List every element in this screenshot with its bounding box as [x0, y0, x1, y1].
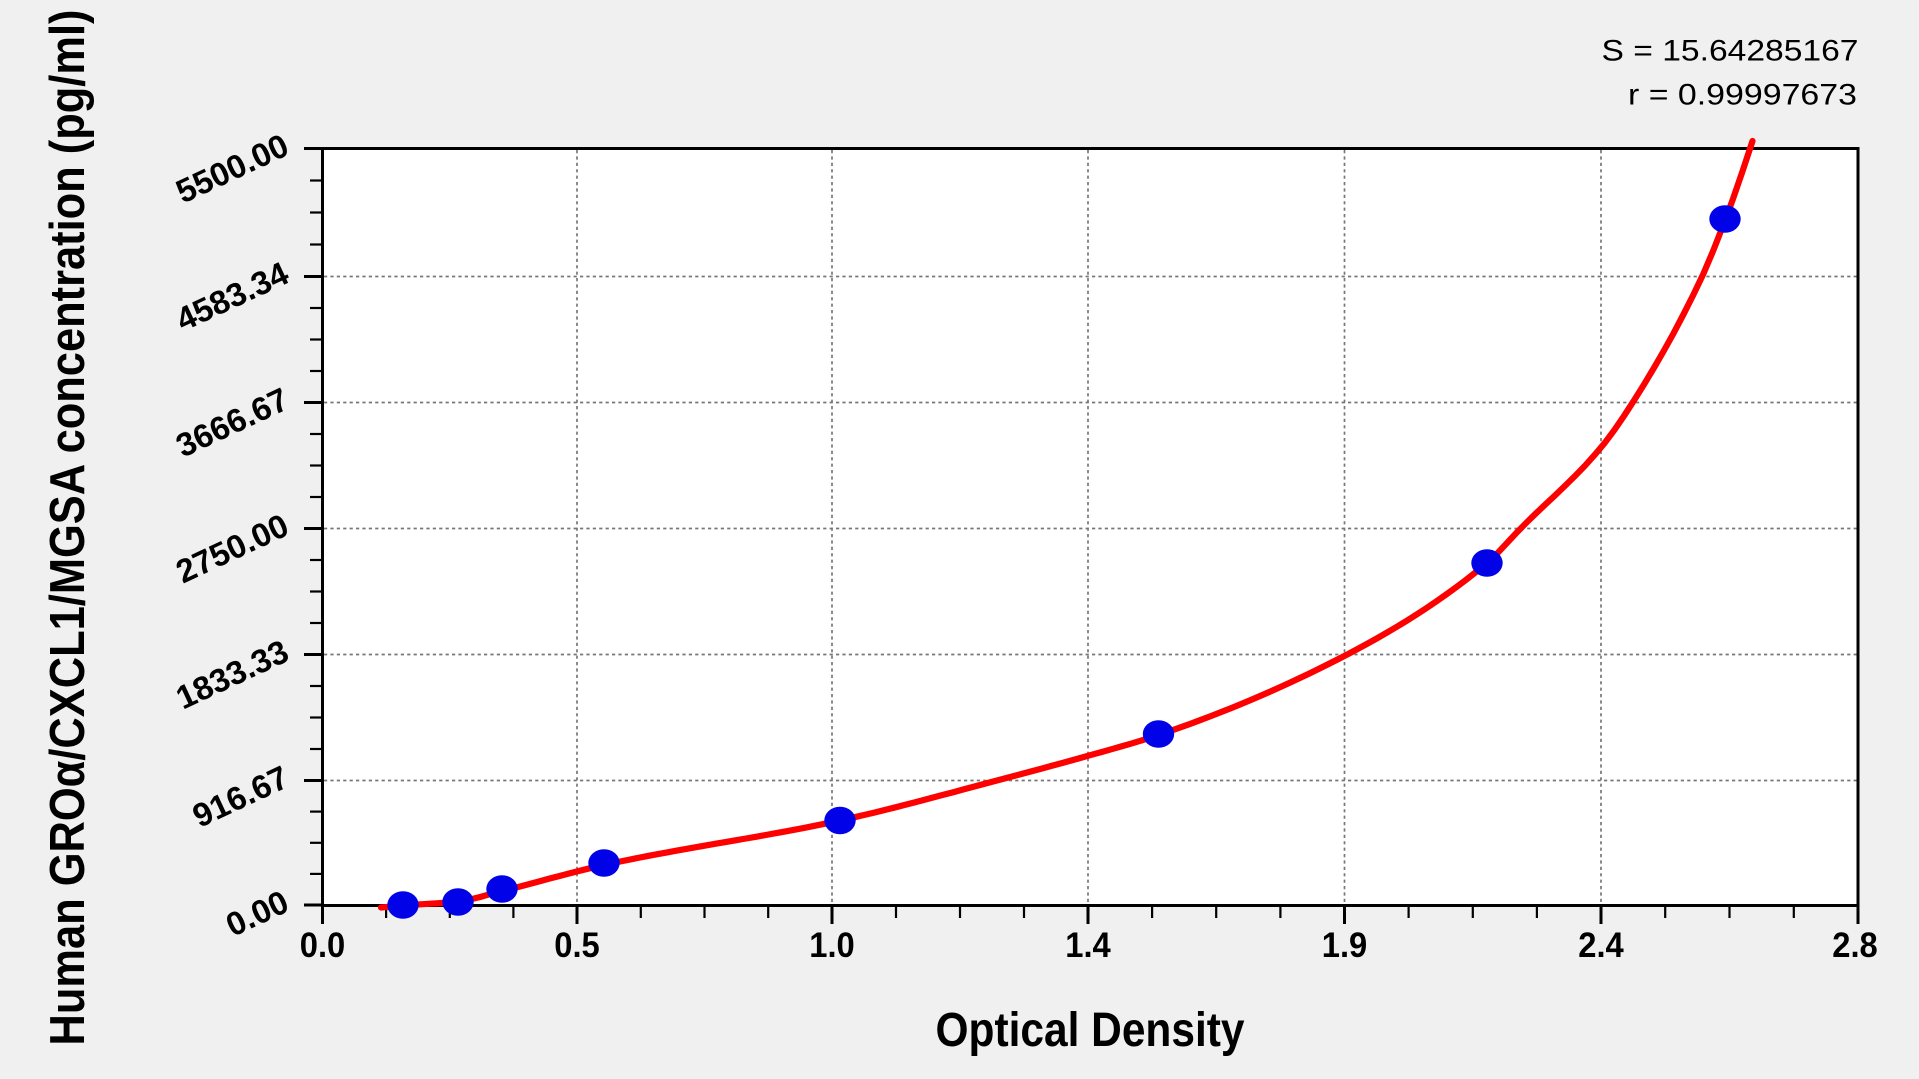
- svg-text:1.0: 1.0: [809, 926, 855, 965]
- svg-text:1.9: 1.9: [1322, 926, 1368, 965]
- svg-text:Human GROα/CXCL1/MGSA concentr: Human GROα/CXCL1/MGSA concentration (pg/…: [41, 10, 95, 1046]
- svg-text:2.8: 2.8: [1832, 926, 1878, 965]
- svg-text:0.5: 0.5: [554, 926, 600, 965]
- svg-text:r = 0.99997673: r = 0.99997673: [1628, 79, 1857, 112]
- svg-text:2.4: 2.4: [1578, 926, 1624, 965]
- svg-text:0.0: 0.0: [300, 926, 346, 965]
- svg-text:1.4: 1.4: [1065, 926, 1111, 965]
- svg-text:Optical Density: Optical Density: [936, 1004, 1245, 1057]
- svg-text:S = 15.64285167: S = 15.64285167: [1602, 34, 1859, 67]
